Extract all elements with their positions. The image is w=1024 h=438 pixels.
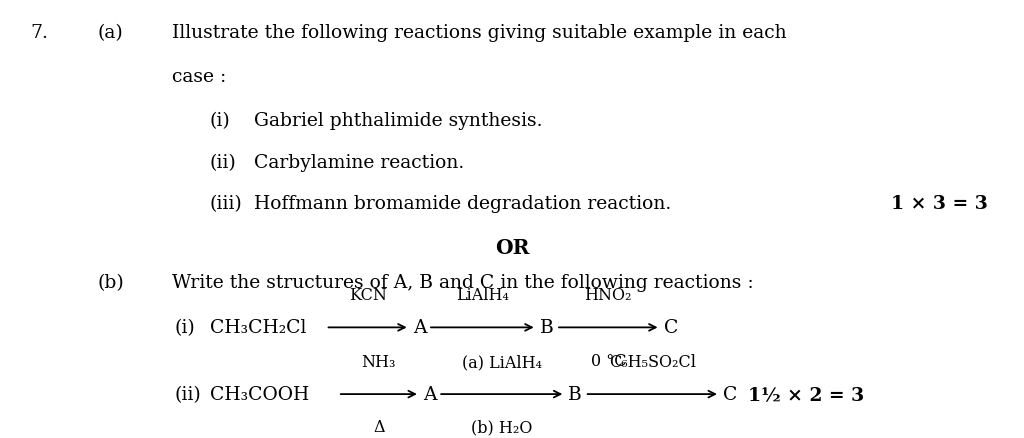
Text: Illustrate the following reactions giving suitable example in each: Illustrate the following reactions givin…: [172, 24, 786, 42]
Text: NH₃: NH₃: [361, 353, 396, 370]
Text: KCN: KCN: [349, 286, 386, 304]
Text: A: A: [423, 385, 436, 403]
Text: C: C: [664, 318, 678, 337]
Text: C: C: [723, 385, 737, 403]
Text: (b): (b): [97, 274, 124, 292]
Text: (iii): (iii): [210, 195, 243, 213]
Text: CH₃CH₂Cl: CH₃CH₂Cl: [210, 318, 306, 337]
Text: (i): (i): [210, 112, 230, 130]
Text: Δ: Δ: [373, 418, 385, 435]
Text: Gabriel phthalimide synthesis.: Gabriel phthalimide synthesis.: [254, 112, 543, 130]
Text: Write the structures of A, B and C in the following reactions :: Write the structures of A, B and C in th…: [172, 274, 754, 292]
Text: OR: OR: [495, 237, 529, 258]
Text: (b) H₂O: (b) H₂O: [471, 418, 532, 435]
Text: LiAlH₄: LiAlH₄: [456, 286, 509, 304]
Text: 1½ × 2 = 3: 1½ × 2 = 3: [748, 385, 864, 403]
Text: (ii): (ii): [174, 385, 201, 403]
Text: 1 × 3 = 3: 1 × 3 = 3: [891, 195, 988, 213]
Text: Carbylamine reaction.: Carbylamine reaction.: [254, 153, 464, 171]
Text: 0 °C: 0 °C: [591, 352, 626, 369]
Text: C₆H₅SO₂Cl: C₆H₅SO₂Cl: [609, 353, 695, 370]
Text: (a): (a): [97, 24, 123, 42]
Text: (a) LiAlH₄: (a) LiAlH₄: [462, 353, 542, 370]
Text: (i): (i): [174, 318, 195, 337]
Text: Hoffmann bromamide degradation reaction.: Hoffmann bromamide degradation reaction.: [254, 195, 671, 213]
Text: CH₃COOH: CH₃COOH: [210, 385, 309, 403]
Text: B: B: [540, 318, 553, 337]
Text: A: A: [413, 318, 426, 337]
Text: HNO₂: HNO₂: [585, 286, 632, 304]
Text: 7.: 7.: [31, 24, 48, 42]
Text: (ii): (ii): [210, 153, 237, 171]
Text: case :: case :: [172, 68, 226, 86]
Text: B: B: [568, 385, 582, 403]
